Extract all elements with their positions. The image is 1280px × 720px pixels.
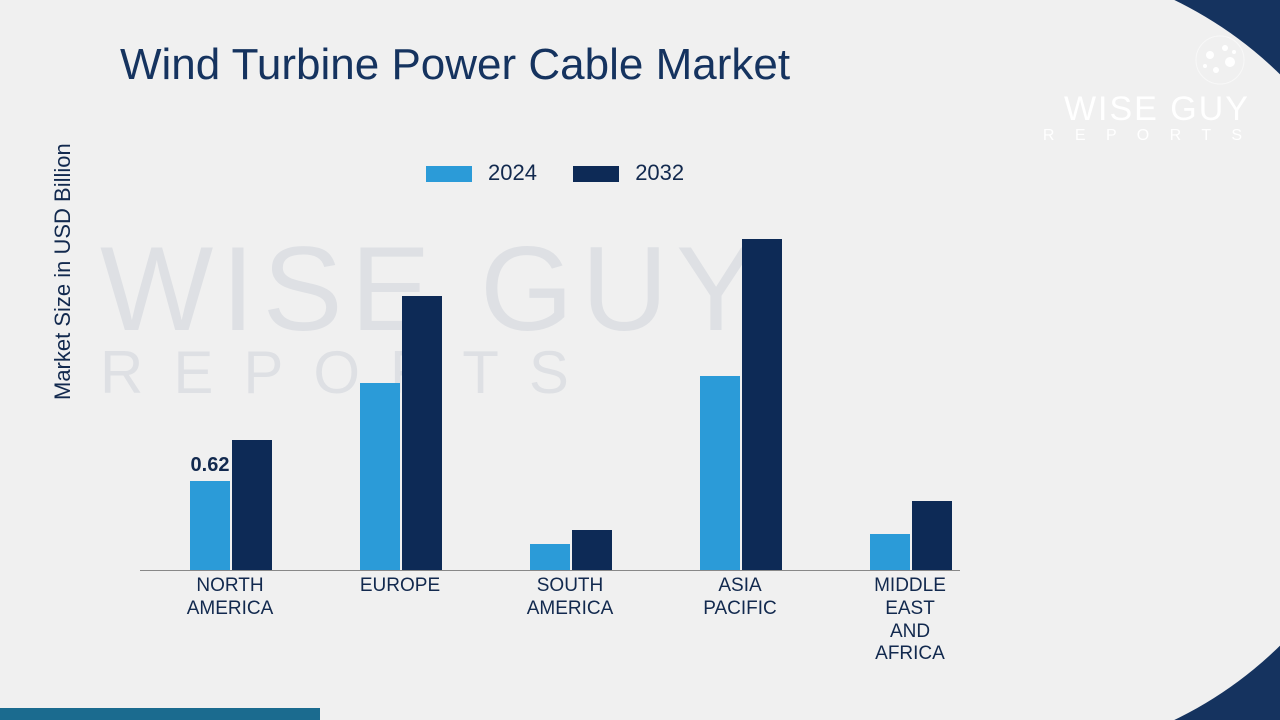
legend-label-2032: 2032 [635, 160, 684, 185]
y-axis-label: Market Size in USD Billion [50, 143, 76, 400]
chart-title: Wind Turbine Power Cable Market [120, 40, 790, 90]
category-label: EUROPE [335, 575, 465, 598]
brand-head-icon [1190, 51, 1250, 68]
bar-2024 [700, 376, 740, 570]
value-label: 0.62 [180, 454, 240, 477]
brand-logo: WISE GUY R E P O R T S [1043, 30, 1250, 145]
brand-line2: R E P O R T S [1043, 127, 1250, 145]
legend: 2024 2032 [100, 160, 980, 186]
bar-2024 [530, 544, 570, 570]
legend-swatch-2032 [573, 166, 619, 182]
category-label: ASIAPACIFIC [675, 575, 805, 621]
category-label: MIDDLEEASTANDAFRICA [845, 575, 975, 666]
plot-area: 0.62NORTHAMERICAEUROPESOUTHAMERICAASIAPA… [140, 210, 960, 571]
brand-line1: WISE GUY [1043, 90, 1250, 129]
category-label: SOUTHAMERICA [505, 575, 635, 621]
legend-label-2024: 2024 [488, 160, 537, 185]
bar-2032 [572, 530, 612, 570]
bar-2024 [870, 534, 910, 570]
bar-2024 [190, 481, 230, 570]
bar-2024 [360, 383, 400, 570]
bar-2032 [912, 501, 952, 570]
category-label: NORTHAMERICA [165, 575, 295, 621]
legend-swatch-2024 [426, 166, 472, 182]
footer-accent-bar [0, 708, 320, 720]
bar-2032 [402, 296, 442, 570]
infographic-canvas: WISE GUY REPORTS Wind Turbine Power Cabl… [0, 0, 1280, 720]
bar-chart: 2024 2032 0.62NORTHAMERICAEUROPESOUTHAME… [100, 160, 980, 600]
bar-2032 [742, 239, 782, 570]
